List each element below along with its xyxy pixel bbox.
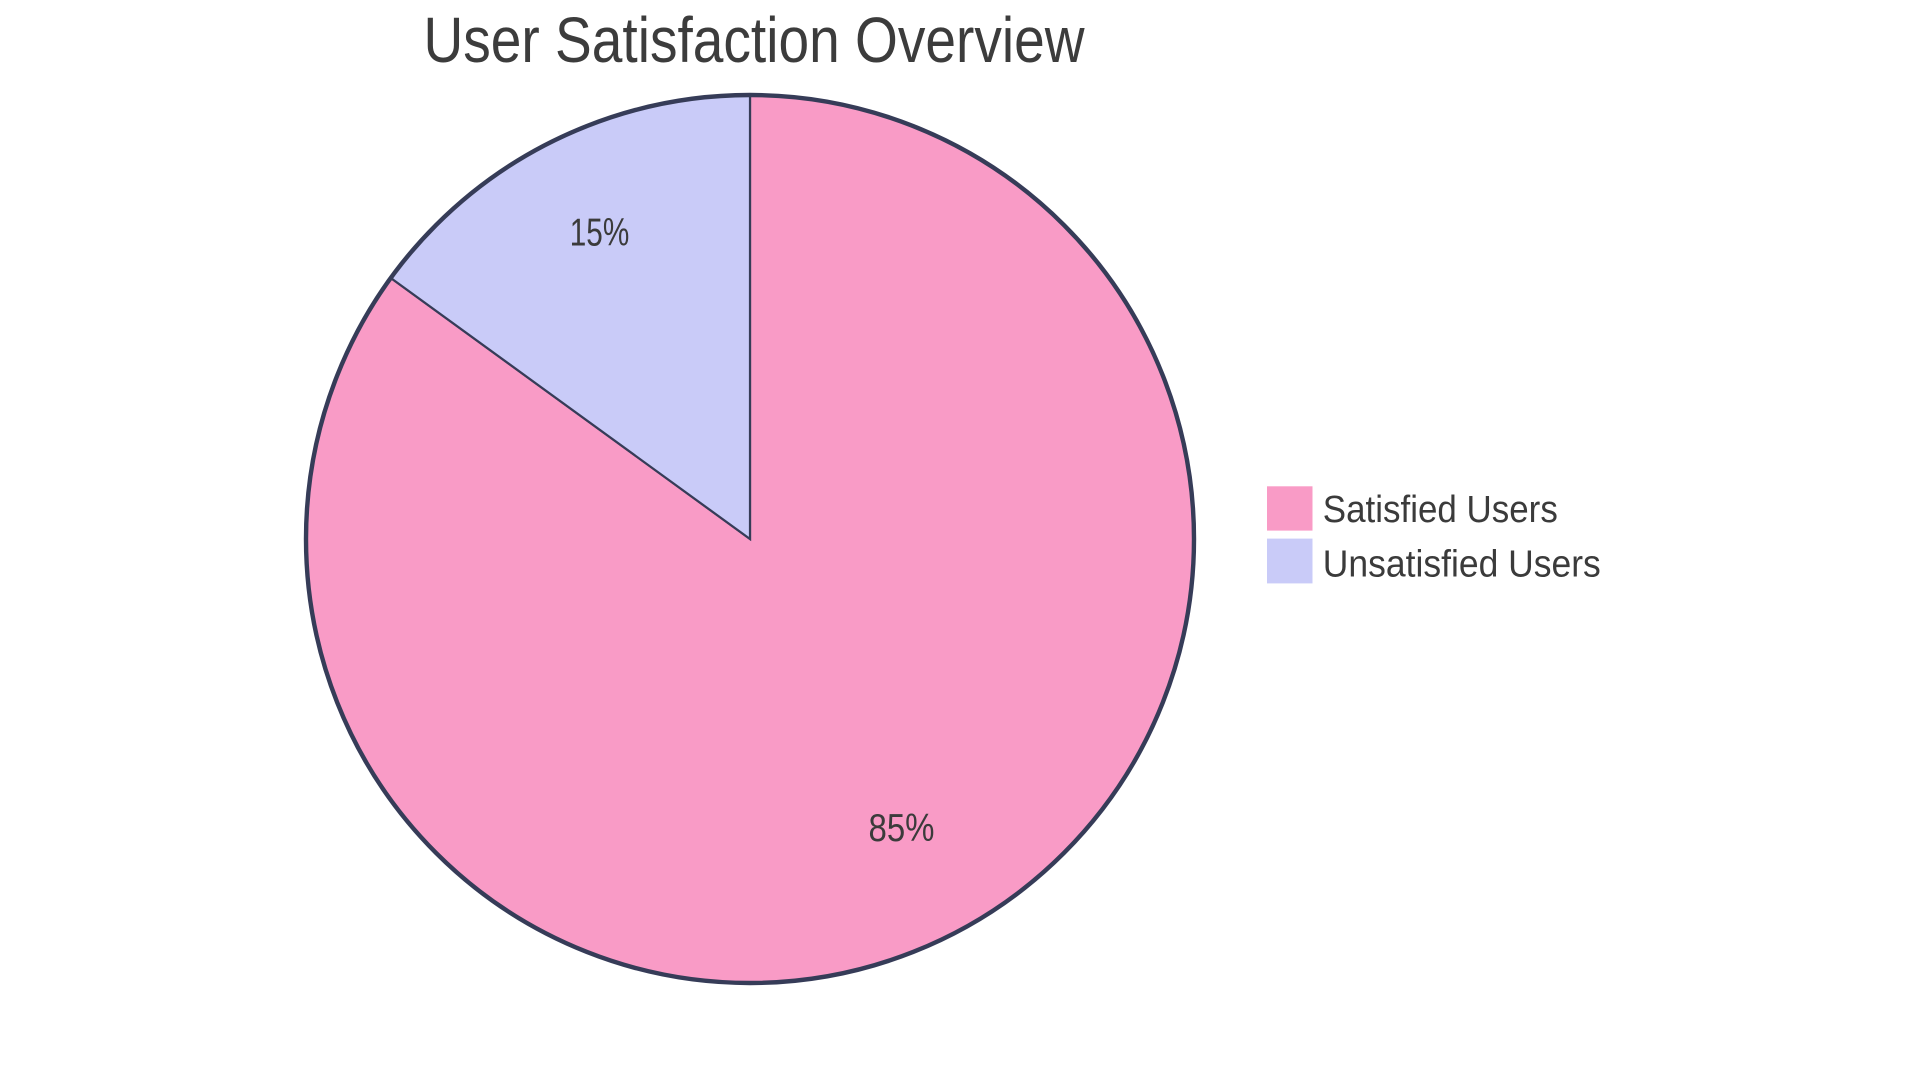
svg-text:15%: 15% (570, 211, 630, 254)
svg-text:Unsatisfied Users: Unsatisfied Users (1323, 543, 1601, 585)
svg-text:Satisfied Users: Satisfied Users (1323, 489, 1558, 531)
svg-text:User Satisfaction Overview: User Satisfaction Overview (424, 4, 1086, 76)
svg-text:85%: 85% (869, 807, 935, 850)
